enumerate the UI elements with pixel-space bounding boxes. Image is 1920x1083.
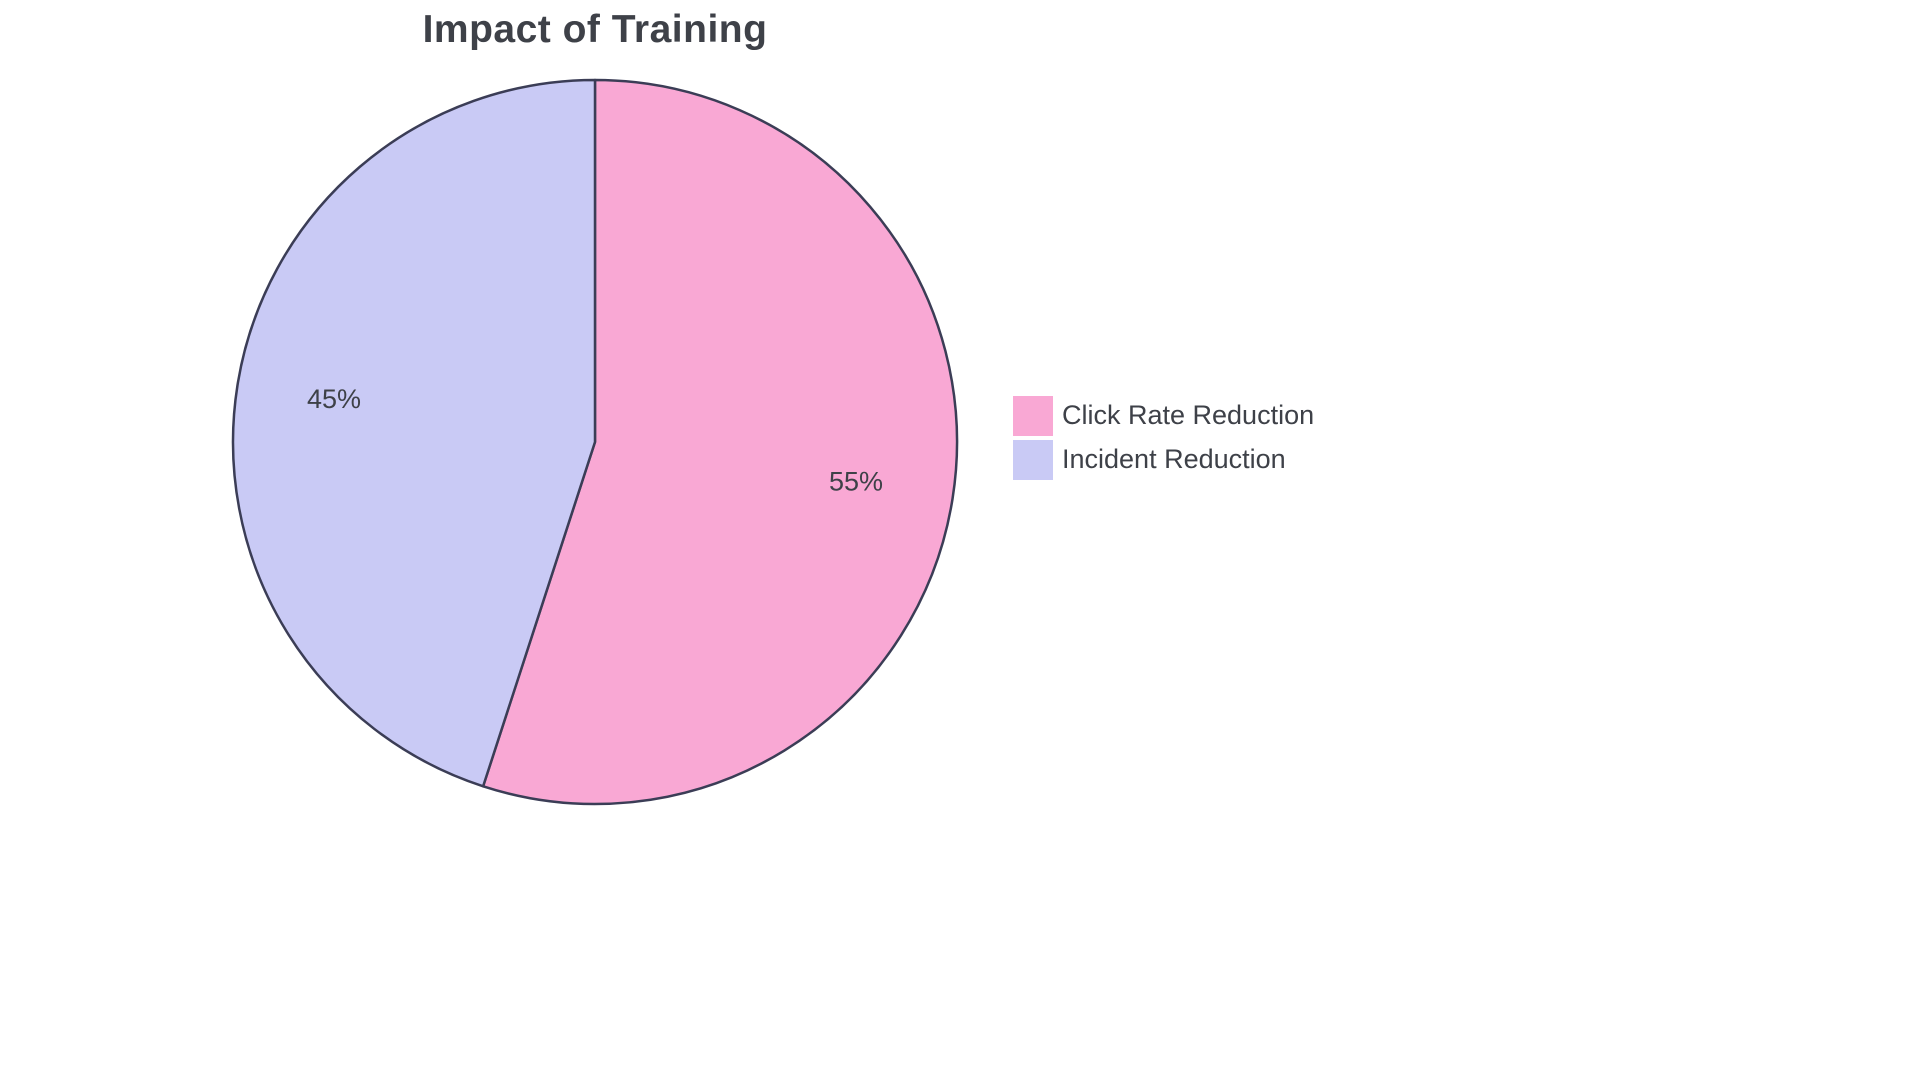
pie-slice-percentage-label: 55% xyxy=(829,466,883,496)
legend-swatch-click-rate-reduction xyxy=(1013,395,1053,436)
legend-item-incident-reduction: Incident Reduction xyxy=(1013,439,1314,480)
legend-label-incident-reduction: Incident Reduction xyxy=(1062,444,1286,474)
pie-slice-percentage-label: 45% xyxy=(307,384,361,414)
legend: Click Rate Reduction Incident Reduction xyxy=(1013,395,1314,480)
pie-svg: 55% 45% xyxy=(231,78,959,806)
legend-item-click-rate-reduction: Click Rate Reduction xyxy=(1013,395,1314,436)
pie-slice-click-rate-reduction xyxy=(481,78,959,806)
pie-slice-incident-reduction xyxy=(231,78,597,788)
chart-title: Impact of Training xyxy=(422,8,768,51)
legend-swatch-incident-reduction xyxy=(1013,439,1053,480)
legend-label-click-rate-reduction: Click Rate Reduction xyxy=(1062,400,1315,430)
pie-chart: 55% 45% xyxy=(230,77,960,807)
